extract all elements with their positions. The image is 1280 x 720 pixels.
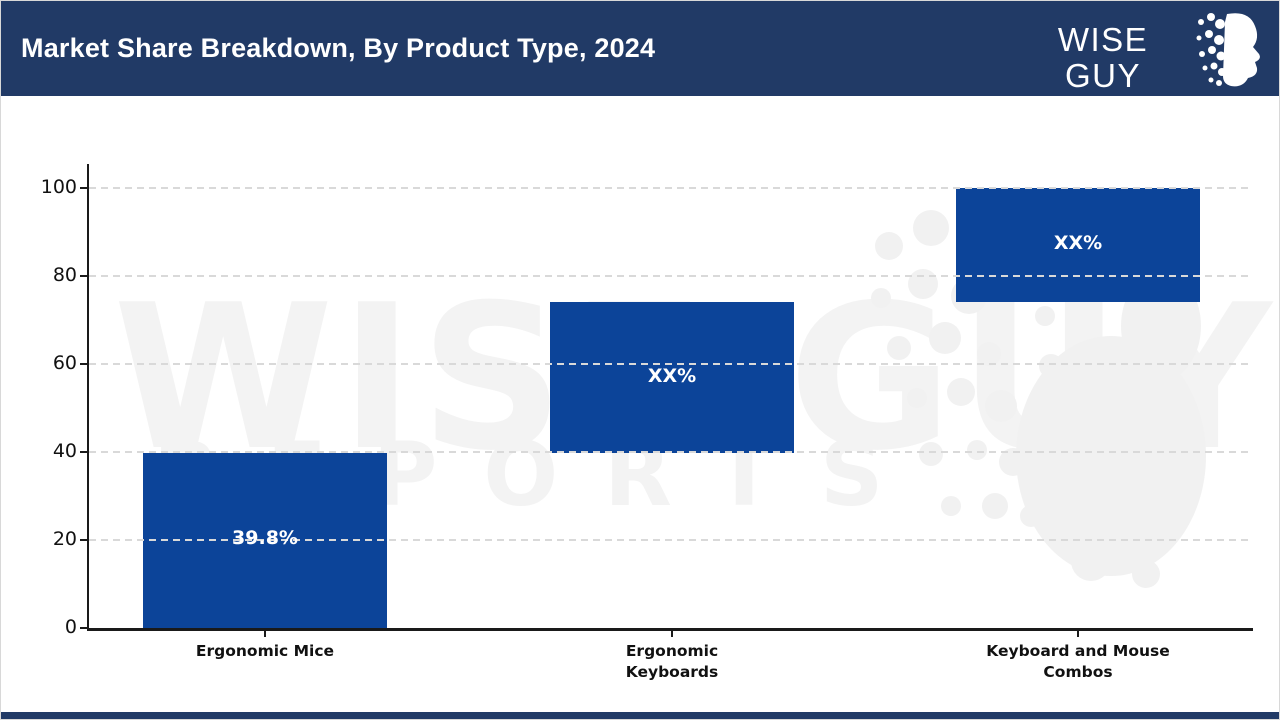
brand-logo-line2: REPORTS [1039,95,1167,109]
y-tick-label: 60 [52,352,77,374]
y-tick-mark [80,451,87,453]
y-tick-label: 80 [52,264,77,286]
bar-value-label: 39.8% [232,527,298,550]
footer-band [1,712,1279,719]
gridline-y-100 [89,187,1253,189]
x-tick-mark [264,631,266,637]
y-tick-mark [80,539,87,541]
category-label-3: Keyboard and Mouse Combos [986,642,1170,681]
brand-logo-line1: WISE GUY [1057,21,1149,94]
y-tick-label: 40 [52,440,77,462]
y-axis-spine [87,164,89,631]
y-tick-label: 20 [52,528,77,550]
bar-2 [550,302,794,453]
page-title: Market Share Breakdown, By Product Type,… [21,33,656,63]
bar-value-label: XX% [647,364,697,387]
y-tick-label: 0 [64,616,77,638]
bar-3 [956,188,1200,303]
y-tick-mark [80,627,87,629]
gridline-y-80 [89,275,1253,277]
bar-value-label: XX% [1053,232,1103,255]
x-axis-spine [87,628,1253,631]
brand-head-icon [1196,13,1260,87]
category-label-1: Ergonomic Mice [195,642,335,660]
gridline-y-60 [89,363,1253,365]
watermark-dotted-head-icon [871,210,1206,588]
y-tick-mark [80,363,87,365]
gridline-y-40 [89,451,1253,453]
header-band: Market Share Breakdown, By Product Type,… [1,1,1279,109]
y-tick-mark [80,187,87,189]
x-tick-mark [671,631,673,637]
gridline-y-20 [89,539,1253,541]
brand-logo: WISE GUY REPORTS [1015,8,1265,109]
y-tick-label: 100 [40,176,77,198]
x-tick-mark [1077,631,1079,637]
y-tick-mark [80,275,87,277]
category-label-2: Ergonomic Keyboards [625,642,719,681]
